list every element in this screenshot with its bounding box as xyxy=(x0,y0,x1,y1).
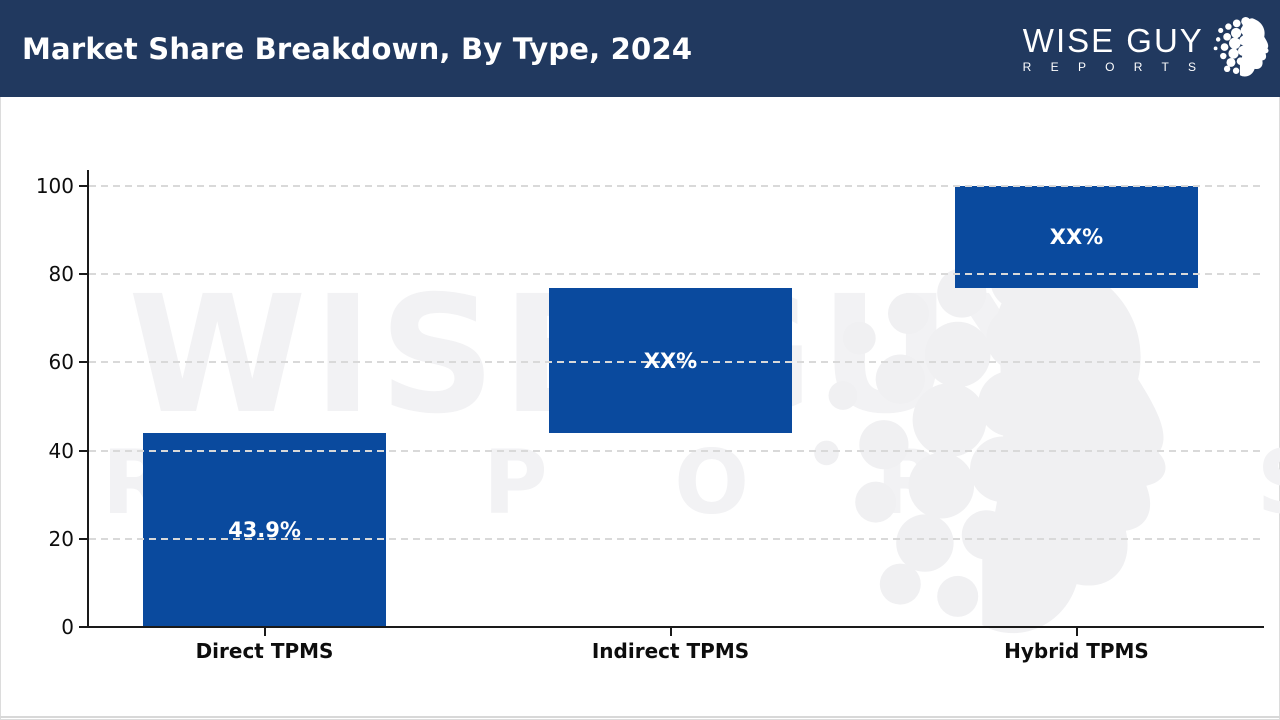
brand-logo-text: WISE GUY R E P O R T S xyxy=(1023,24,1204,74)
bottom-edge-divider xyxy=(0,716,1280,718)
gridline xyxy=(89,449,1264,452)
bar-hybrid-tpms xyxy=(955,186,1198,288)
y-tick-label: 40 xyxy=(48,438,74,463)
brand-subname: R E P O R T S xyxy=(1022,59,1204,74)
y-axis-line xyxy=(87,170,89,628)
brand-logo: WISE GUY R E P O R T S xyxy=(1023,4,1270,94)
chart-title: Market Share Breakdown, By Type, 2024 xyxy=(22,31,693,66)
y-tick-mark xyxy=(79,449,87,452)
gridline xyxy=(89,185,1264,187)
x-tick-mark xyxy=(1075,628,1078,636)
brand-name: WISE GUY xyxy=(1022,22,1204,60)
bar-value-label: XX% xyxy=(1049,224,1104,249)
y-tick-label: 0 xyxy=(61,615,74,639)
x-category-label-hybrid-tpms: Hybrid TPMS xyxy=(1004,639,1149,663)
x-tick-mark xyxy=(263,628,266,636)
x-category-label-direct-tpms: Direct TPMS xyxy=(195,639,334,663)
bar-value-label: XX% xyxy=(643,348,698,373)
bar-value-label: 43.9% xyxy=(228,518,301,543)
y-tick-mark xyxy=(79,537,87,540)
y-tick-mark xyxy=(79,361,87,364)
header-bar: Market Share Breakdown, By Type, 2024 WI… xyxy=(0,0,1280,97)
gridline xyxy=(89,537,1264,540)
y-tick-mark xyxy=(79,273,87,276)
y-tick-mark xyxy=(79,185,87,187)
y-tick-label: 60 xyxy=(48,350,74,375)
x-tick-mark xyxy=(669,628,672,636)
y-tick-label: 100 xyxy=(35,174,74,198)
gridline xyxy=(89,361,1264,364)
gridline xyxy=(89,273,1264,276)
bar-direct-tpms xyxy=(143,433,386,627)
y-tick-label: 80 xyxy=(48,262,74,287)
y-tick-label: 20 xyxy=(48,526,74,551)
x-category-label-indirect-tpms: Indirect TPMS xyxy=(591,639,750,663)
bar-indirect-tpms xyxy=(549,287,792,434)
x-axis-line xyxy=(87,626,1264,628)
y-tick-mark xyxy=(79,626,87,628)
